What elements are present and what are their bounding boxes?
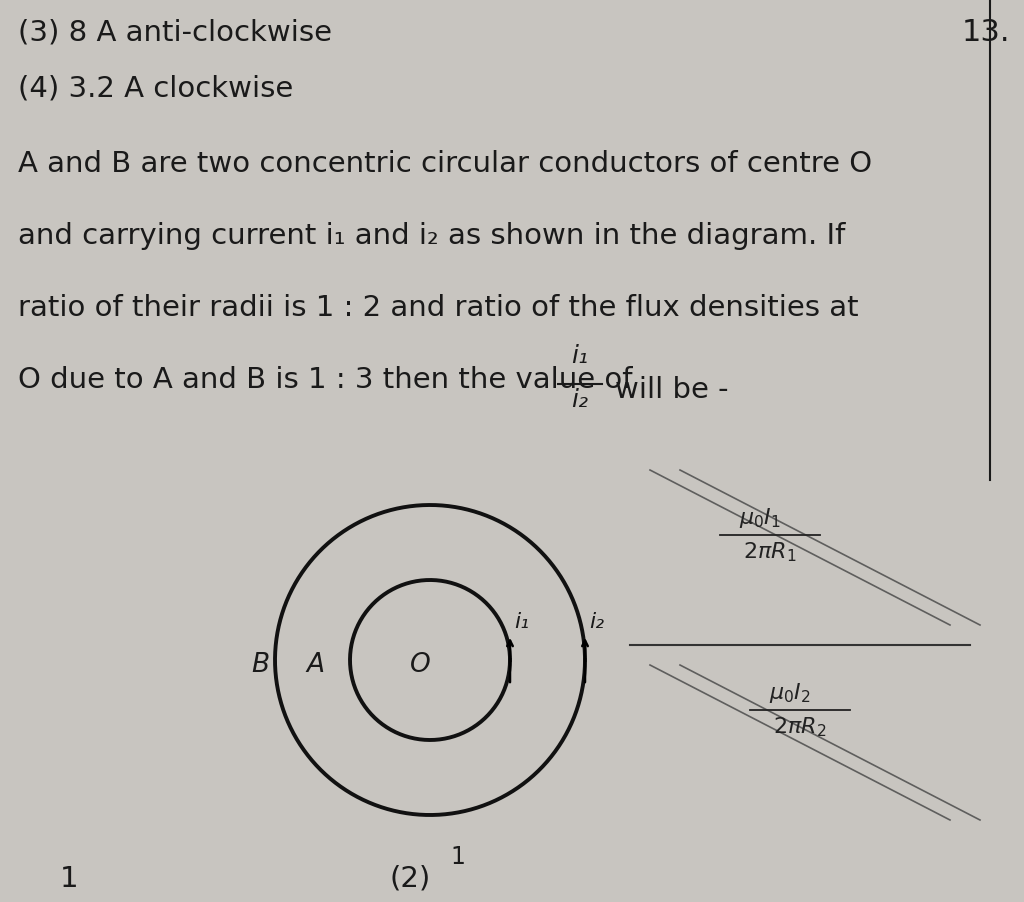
Text: will be -: will be - xyxy=(615,376,728,404)
Text: and carrying current i₁ and i₂ as shown in the diagram. If: and carrying current i₁ and i₂ as shown … xyxy=(18,222,846,250)
Text: ratio of their radii is 1 : 2 and ratio of the flux densities at: ratio of their radii is 1 : 2 and ratio … xyxy=(18,294,859,322)
Text: i₂: i₂ xyxy=(589,612,604,632)
Text: i₁: i₁ xyxy=(514,612,529,632)
Text: O due to A and B is 1 : 3 then the value of: O due to A and B is 1 : 3 then the value… xyxy=(18,366,633,394)
Text: B: B xyxy=(251,652,269,678)
Text: (2): (2) xyxy=(390,865,431,893)
Text: A and B are two concentric circular conductors of centre O: A and B are two concentric circular cond… xyxy=(18,150,872,178)
Text: i₂: i₂ xyxy=(571,388,589,412)
Text: 1: 1 xyxy=(450,845,465,869)
Text: $2\pi R_2$: $2\pi R_2$ xyxy=(773,715,826,739)
Text: O: O xyxy=(410,652,430,678)
Text: $\mu_0 I_2$: $\mu_0 I_2$ xyxy=(769,681,811,705)
Text: A: A xyxy=(306,652,324,678)
Text: $\mu_0 I_1$: $\mu_0 I_1$ xyxy=(739,506,781,530)
Text: 1: 1 xyxy=(60,865,79,893)
Text: $2\pi R_1$: $2\pi R_1$ xyxy=(743,540,797,564)
Text: (4) 3.2 A clockwise: (4) 3.2 A clockwise xyxy=(18,75,293,103)
Text: i₁: i₁ xyxy=(571,344,589,368)
Text: 13.: 13. xyxy=(962,18,1010,47)
Text: (3) 8 A anti-clockwise: (3) 8 A anti-clockwise xyxy=(18,18,332,46)
